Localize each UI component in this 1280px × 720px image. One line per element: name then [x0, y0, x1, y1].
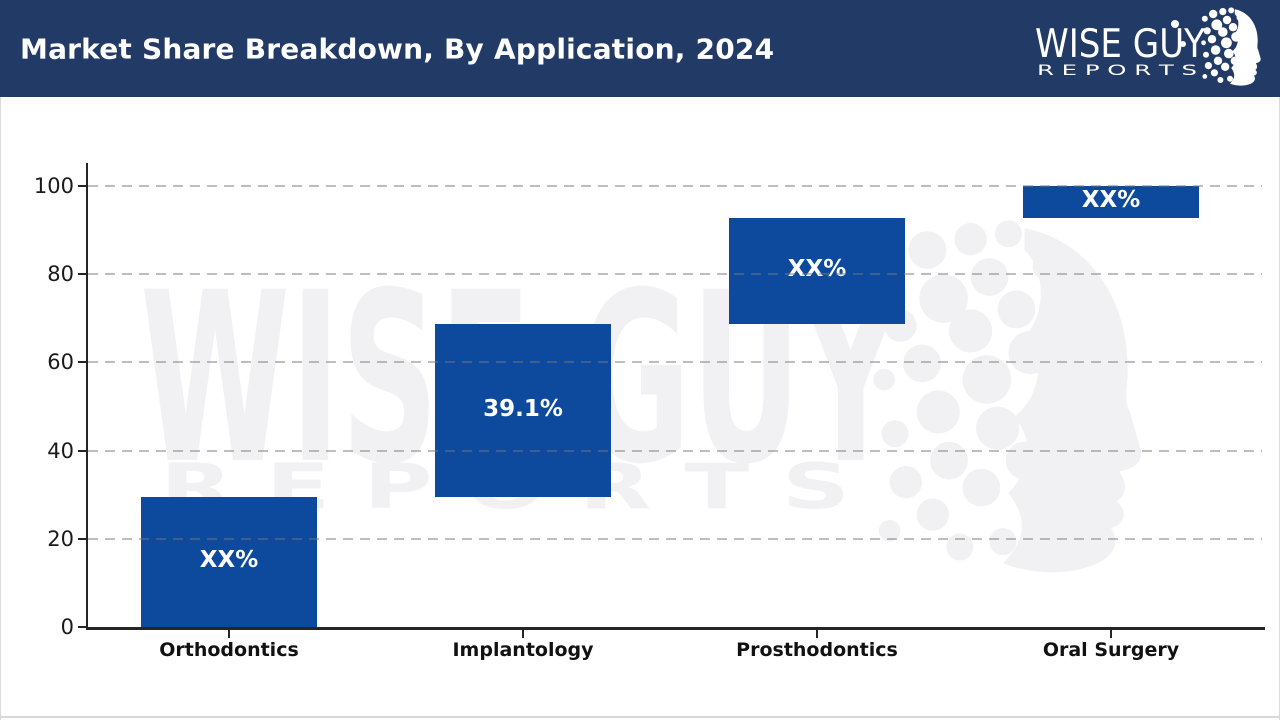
y-tick-mark-60 — [78, 361, 88, 364]
y-tick-mark-20 — [78, 537, 88, 540]
bar-prosthodontics: XX% — [729, 218, 905, 325]
x-category-label-2: Prosthodontics — [736, 639, 898, 661]
y-axis-spine — [86, 163, 88, 629]
y-tick-mark-100 — [78, 185, 88, 187]
bar-value-label: XX% — [199, 546, 259, 573]
logo-dot — [1180, 41, 1186, 47]
bar-value-label: XX% — [787, 256, 847, 283]
y-tick-mark-80 — [78, 273, 88, 276]
frame-edge-bottom — [0, 716, 1280, 718]
x-category-label-1: Implantology — [452, 639, 594, 661]
x-tick-mark-2 — [816, 630, 818, 638]
header-bar: Market Share Breakdown, By Application, … — [0, 0, 1280, 97]
gridline-60 — [88, 361, 1262, 364]
y-tick-label-0: 0 — [60, 615, 74, 639]
frame-edge-left — [0, 97, 1, 720]
y-tick-label-100: 100 — [33, 174, 74, 198]
bar-oral-surgery: XX% — [1023, 186, 1199, 219]
bar-value-label: 39.1% — [483, 395, 563, 422]
page-title: Market Share Breakdown, By Application, … — [20, 32, 775, 65]
y-tick-label-40: 40 — [47, 438, 74, 463]
x-tick-mark-0 — [228, 630, 230, 638]
logo-line2: R E P O R T S — [1037, 63, 1197, 79]
logo-face-icon — [1201, 7, 1261, 86]
gridline-80 — [88, 273, 1262, 276]
logo-dot — [1171, 20, 1179, 28]
x-category-label-0: Orthodontics — [159, 639, 299, 661]
x-tick-mark-1 — [522, 630, 524, 638]
x-tick-mark-3 — [1110, 630, 1112, 638]
logo-line1: WISE GUY — [1035, 22, 1205, 67]
gridline-40 — [88, 449, 1262, 452]
bar-orthodontics: XX% — [141, 496, 317, 627]
bar-implantology: 39.1% — [435, 324, 611, 497]
y-tick-mark-40 — [78, 449, 88, 452]
y-tick-label-20: 20 — [47, 526, 74, 551]
bar-value-label: XX% — [1081, 187, 1141, 214]
y-tick-label-80: 80 — [47, 262, 74, 287]
gridline-100 — [88, 185, 1262, 187]
y-tick-label-60: 60 — [47, 350, 74, 375]
wise-guy-logo: WISE GUY R E P O R T S — [1035, 7, 1261, 86]
y-tick-mark-0 — [78, 626, 88, 628]
x-category-label-3: Oral Surgery — [1042, 639, 1180, 661]
x-axis-spine — [86, 627, 1265, 630]
gridline-20 — [88, 537, 1262, 540]
